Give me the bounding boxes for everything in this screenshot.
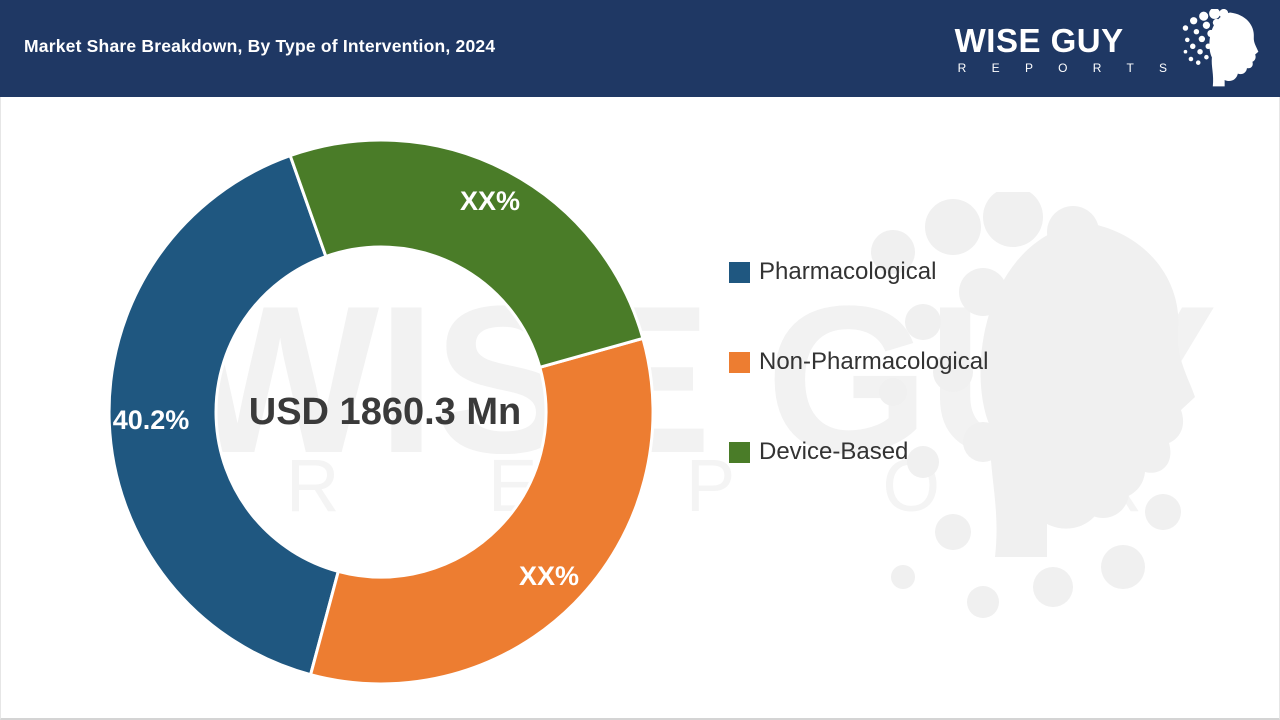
header-bar: Market Share Breakdown, By Type of Inter… bbox=[0, 0, 1280, 97]
slice-pharmacological bbox=[107, 154, 340, 677]
slice-non-pharmacological bbox=[309, 336, 655, 686]
logo-name: WISE GUY bbox=[954, 22, 1124, 59]
logo-tagline: R E P O R T S bbox=[957, 61, 1178, 75]
page-title: Market Share Breakdown, By Type of Inter… bbox=[24, 36, 496, 56]
chart-legend: Pharmacological Non-Pharmacological Devi… bbox=[729, 257, 988, 527]
slice-label-device-based: XX% bbox=[460, 186, 520, 216]
legend-label-device-based: Device-Based bbox=[759, 438, 909, 465]
legend-item-pharmacological: Pharmacological bbox=[729, 257, 988, 287]
legend-swatch-non-pharmacological bbox=[729, 351, 750, 373]
legend-label-non-pharmacological: Non-Pharmacological bbox=[759, 348, 989, 375]
legend-item-device-based: Device-Based bbox=[729, 437, 988, 467]
donut-chart: 40.2% XX% XX% USD 1860.3 Mn bbox=[107, 138, 655, 686]
slice-label-pharmacological: 40.2% bbox=[113, 405, 190, 435]
wise-guy-logo: WISE GUY R E P O R T S bbox=[955, 8, 1262, 89]
donut-center-value: USD 1860.3 Mn bbox=[249, 391, 521, 433]
legend-swatch-device-based bbox=[729, 441, 750, 463]
logo-face-icon bbox=[1182, 8, 1259, 86]
logo-text: WISE GUY R E P O R T S bbox=[955, 24, 1178, 75]
legend-item-non-pharmacological: Non-Pharmacological bbox=[729, 347, 988, 377]
slice-label-non-pharmacological: XX% bbox=[519, 561, 579, 591]
watermark-face-icon bbox=[871, 192, 1195, 618]
chart-area: WISE GUY R E P O R T S 40.2% XX% XX% USD… bbox=[0, 97, 1280, 720]
legend-label-pharmacological: Pharmacological bbox=[759, 258, 937, 285]
legend-swatch-pharmacological bbox=[729, 261, 750, 283]
slice-device-based bbox=[288, 138, 645, 369]
